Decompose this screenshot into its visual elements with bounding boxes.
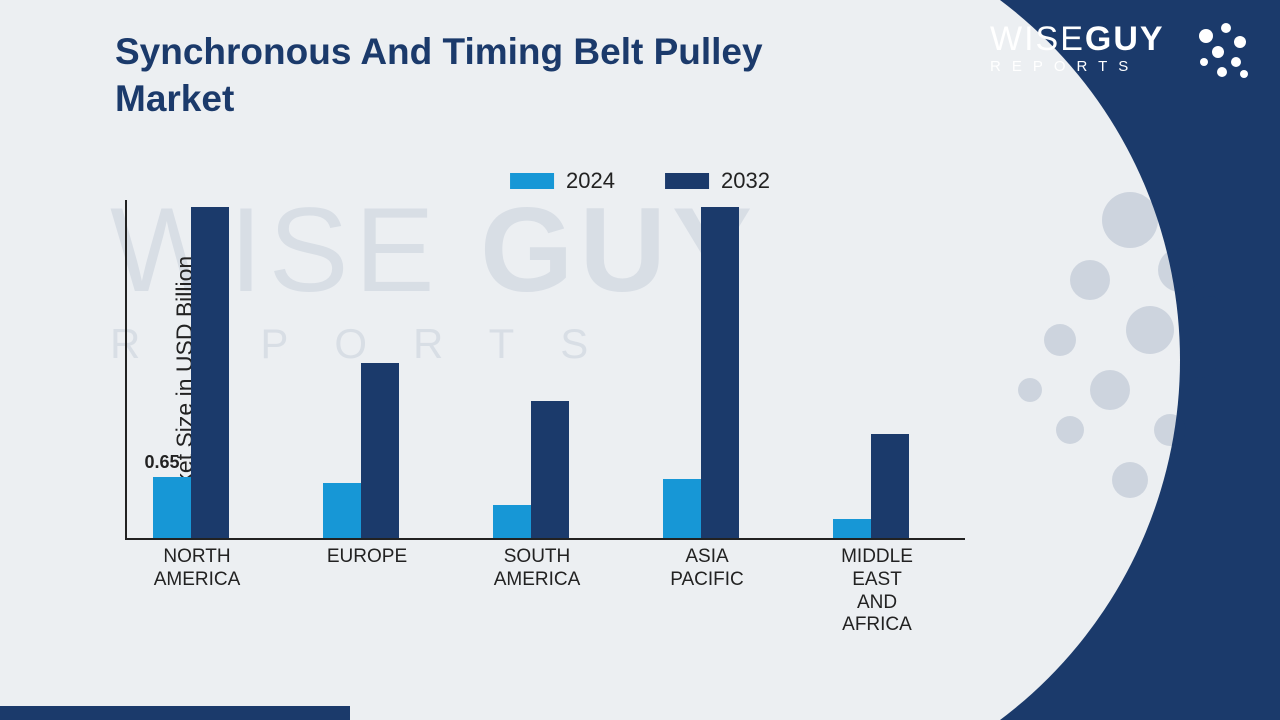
bar-2024 xyxy=(323,483,361,538)
bar-value-label: 0.65 xyxy=(137,452,187,473)
brand-word-1: WISE xyxy=(990,20,1085,58)
category-label: SOUTHAMERICA xyxy=(467,546,607,592)
category-label: ASIAPACIFIC xyxy=(637,546,777,592)
legend-item-2032: 2032 xyxy=(665,168,770,194)
bar-2032 xyxy=(191,207,229,538)
legend-swatch-2032 xyxy=(665,173,709,189)
category-label: NORTHAMERICA xyxy=(127,546,267,592)
category-label: MIDDLEEASTANDAFRICA xyxy=(807,546,947,637)
bar-2024 xyxy=(663,479,701,538)
legend-swatch-2024 xyxy=(510,173,554,189)
bar-2024 xyxy=(833,519,871,538)
brand-logo: WISEGUY REPORTS xyxy=(990,22,1250,75)
stage: WISEGUY REPORTS Synchronous And Timing B… xyxy=(0,0,1280,720)
bottom-accent-bar xyxy=(0,706,350,720)
brand-word-2: GUY xyxy=(1085,20,1165,58)
bar-2032 xyxy=(871,434,909,538)
chart-title: Synchronous And Timing Belt Pulley Marke… xyxy=(115,28,795,123)
bar-2032 xyxy=(531,401,569,538)
chart: Market Size in USD Billion 0.65NORTHAMER… xyxy=(105,200,965,580)
bar-2024 xyxy=(153,477,191,538)
category-label: EUROPE xyxy=(297,546,437,569)
bar-2032 xyxy=(701,207,739,538)
brand-dots-icon xyxy=(1186,18,1256,88)
plot-area: 0.65NORTHAMERICAEUROPESOUTHAMERICAASIAPA… xyxy=(125,200,965,540)
legend-label-2032: 2032 xyxy=(721,168,770,194)
bar-2032 xyxy=(361,363,399,538)
legend-item-2024: 2024 xyxy=(510,168,615,194)
legend-label-2024: 2024 xyxy=(566,168,615,194)
legend: 2024 2032 xyxy=(510,168,770,194)
bar-2024 xyxy=(493,505,531,538)
